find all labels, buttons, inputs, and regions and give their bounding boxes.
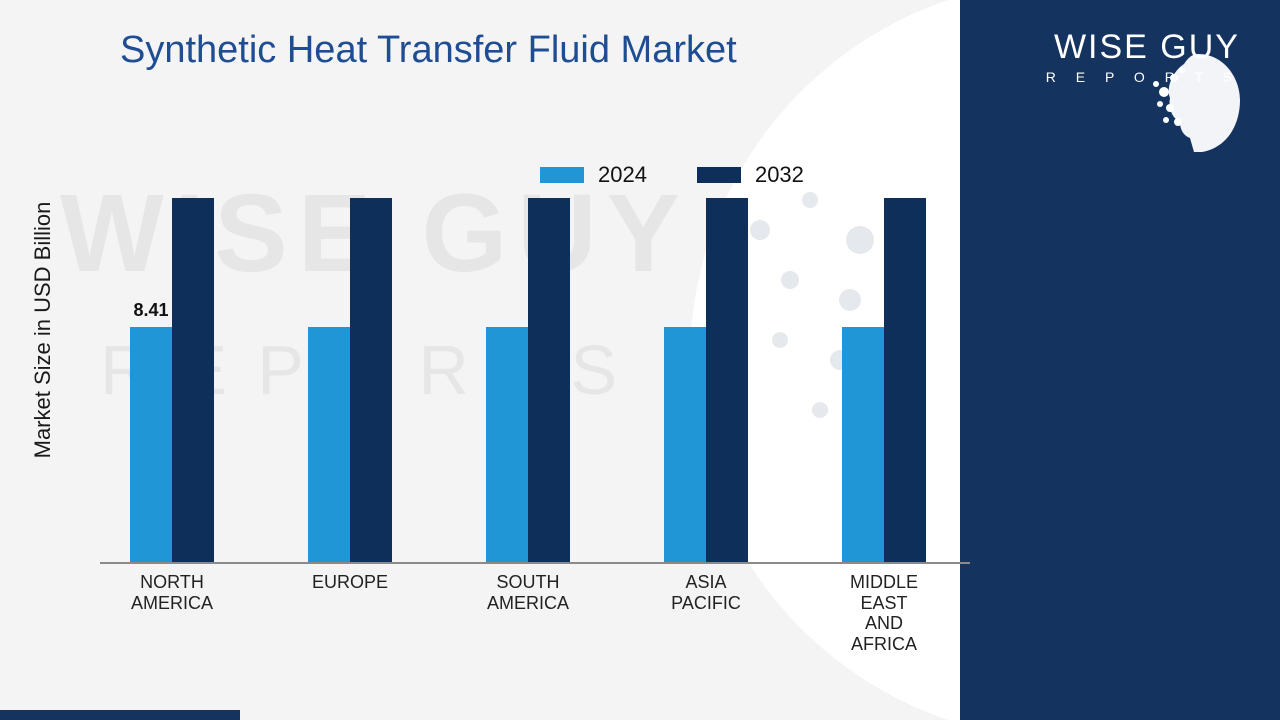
chart-area: 8.41 (100, 170, 970, 562)
brand-block: WISE GUY R E P O R T S (1046, 28, 1240, 85)
category-label: MIDDLEEASTANDAFRICA (814, 572, 954, 655)
bar-2032-0 (172, 198, 214, 562)
bar-2032-2 (528, 198, 570, 562)
bar-2024-0 (130, 327, 172, 562)
bottom-accent-bar (0, 710, 240, 720)
y-axis-label: Market Size in USD Billion (30, 130, 56, 530)
bar-2032-1 (350, 198, 392, 562)
category-label: NORTHAMERICA (102, 572, 242, 613)
bar-2032-3 (706, 198, 748, 562)
category-label: SOUTHAMERICA (458, 572, 598, 613)
bar-2024-3 (664, 327, 706, 562)
brand-head-icon (1136, 48, 1246, 158)
bar-2024-4 (842, 327, 884, 562)
chart-title: Synthetic Heat Transfer Fluid Market (120, 28, 760, 74)
bar-value-label: 8.41 (121, 300, 181, 321)
category-label: ASIAPACIFIC (636, 572, 776, 613)
bar-2024-1 (308, 327, 350, 562)
bar-2032-4 (884, 198, 926, 562)
stage: WISE GUY REPORTS Synthetic Heat Transfer… (0, 0, 1280, 720)
bar-2024-2 (486, 327, 528, 562)
x-axis-line (100, 562, 970, 564)
category-label: EUROPE (280, 572, 420, 593)
